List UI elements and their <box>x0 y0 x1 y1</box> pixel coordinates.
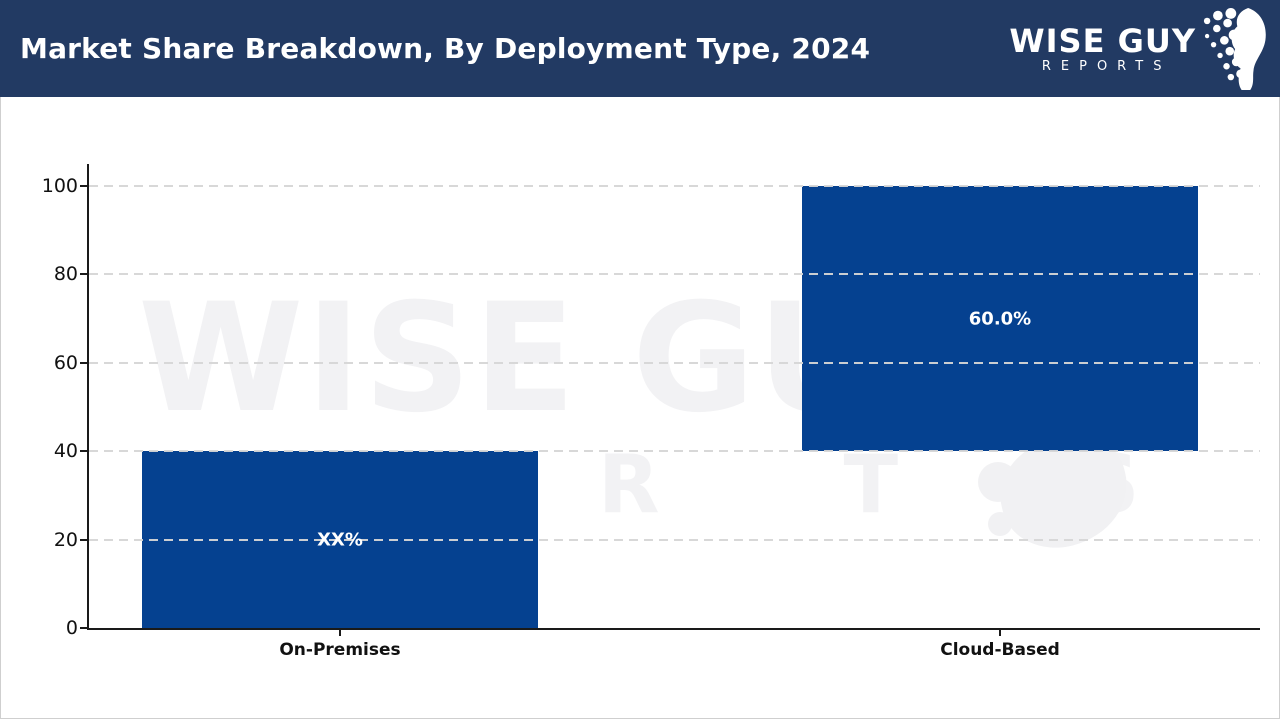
y-axis-tick-mark <box>80 361 88 364</box>
header-bar: Market Share Breakdown, By Deployment Ty… <box>0 0 1280 97</box>
y-axis-tick-mark <box>80 450 88 453</box>
brand-name: WISE GUY <box>1009 21 1196 60</box>
x-axis-category-label: On-Premises <box>279 640 401 660</box>
watermark-dot <box>978 462 1018 502</box>
y-axis-tick-mark <box>80 538 88 541</box>
face-profile-icon <box>1203 7 1266 90</box>
bar-value-label: XX% <box>317 529 363 551</box>
y-axis-tick-mark <box>80 273 88 276</box>
gridline-40 <box>89 450 1260 453</box>
chart-title: Market Share Breakdown, By Deployment Ty… <box>20 32 871 65</box>
gridline-80 <box>89 273 1260 276</box>
y-axis-tick-label: 20 <box>53 528 78 551</box>
watermark-dot <box>988 512 1012 536</box>
x-axis-tick-mark <box>339 629 341 636</box>
x-axis-tick-mark <box>999 629 1001 636</box>
y-axis-tick-label: 80 <box>53 263 78 286</box>
y-axis-tick-label: 40 <box>53 440 78 463</box>
x-axis-line <box>87 628 1260 630</box>
gridline-60 <box>89 361 1260 364</box>
brand-logo: WISE GUY REPORTS <box>1009 0 1268 97</box>
y-axis-tick-label: 0 <box>65 617 78 639</box>
x-axis-category-label: Cloud-Based <box>940 640 1060 660</box>
brand-logo-text: WISE GUY REPORTS <box>1009 25 1196 73</box>
brand-subtitle: REPORTS <box>1041 58 1172 74</box>
bar-cloud-based <box>802 186 1198 452</box>
y-axis-tick-label: 100 <box>41 175 78 197</box>
y-axis-tick-mark <box>80 185 88 187</box>
y-axis-line <box>87 164 89 630</box>
gridline-100 <box>89 185 1260 187</box>
y-axis-tick-mark <box>80 627 88 629</box>
bar-value-label: 60.0% <box>968 308 1032 330</box>
bar-chart: XX% 60.0% 0 20 40 60 80 100 On-Premises Cloud-Bas… <box>0 97 1280 719</box>
y-axis-tick-label: 60 <box>53 351 78 374</box>
gridline-20 <box>89 538 1260 541</box>
